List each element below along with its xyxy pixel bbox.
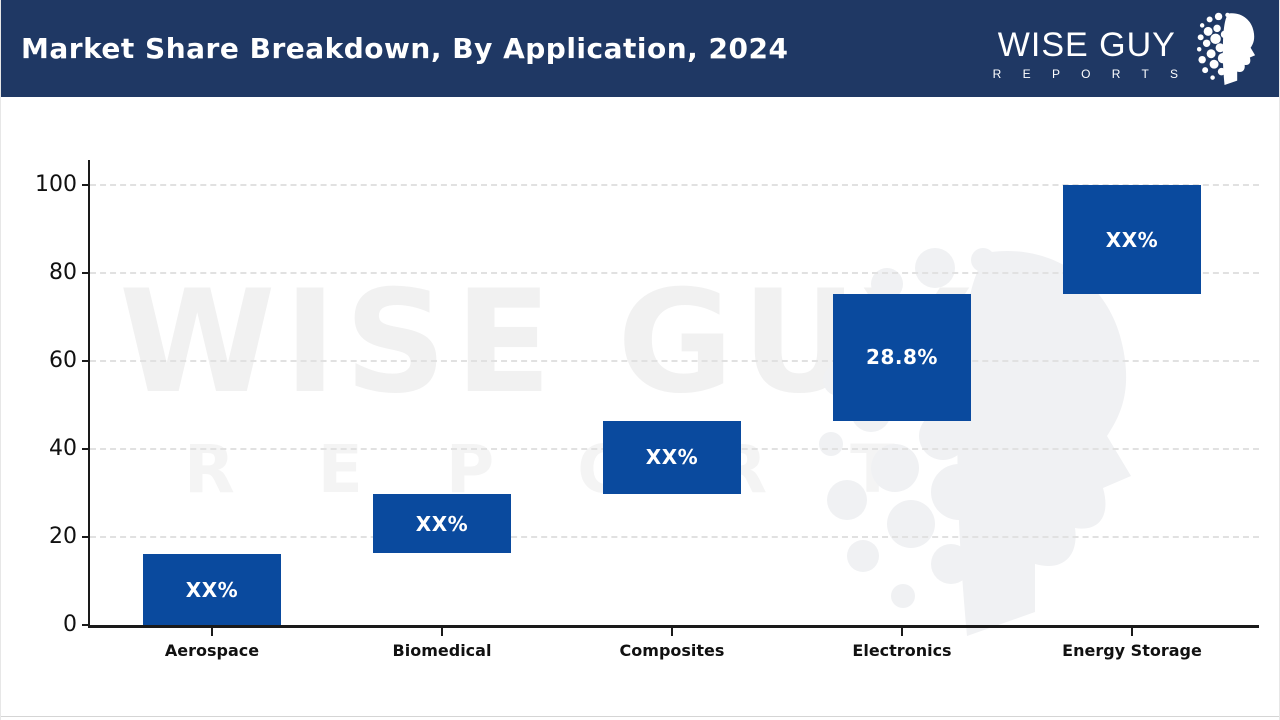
brand-logo: WISE GUY R E P O R T S <box>987 8 1267 92</box>
bar-biomedical: XX% <box>373 493 511 554</box>
bar-electronics: 28.8% <box>833 294 971 421</box>
y-tick-label-20: 20 <box>49 524 77 549</box>
watermark-text-line1: WISE GUY <box>119 260 976 425</box>
y-tick-20 <box>82 536 90 538</box>
x-tick-energy-storage <box>1131 628 1133 636</box>
y-tick-40 <box>82 448 90 450</box>
x-tick-label-energy-storage: Energy Storage <box>1062 641 1202 660</box>
x-tick-label-biomedical: Biomedical <box>392 641 492 660</box>
bar-value-label-aerospace: XX% <box>185 577 239 602</box>
bottom-divider <box>1 716 1279 717</box>
brand-subtitle: R E P O R T S <box>992 66 1187 81</box>
y-axis-line <box>88 160 90 628</box>
x-tick-label-aerospace: Aerospace <box>164 641 260 660</box>
y-tick-100 <box>82 184 90 186</box>
y-tick-label-0: 0 <box>63 612 77 637</box>
bar-aerospace: XX% <box>143 554 281 625</box>
x-tick-aerospace <box>211 628 213 636</box>
x-axis-line <box>88 625 1259 628</box>
bar-value-label-electronics: 28.8% <box>866 345 938 370</box>
bar-composites: XX% <box>603 420 741 494</box>
bar-value-label-biomedical: XX% <box>415 511 469 536</box>
x-tick-label-electronics: Electronics <box>852 641 952 660</box>
bar-energy-storage: XX% <box>1063 185 1201 295</box>
y-tick-label-100: 100 <box>35 172 77 197</box>
brand-face-icon <box>1191 9 1267 91</box>
gridline-60 <box>90 360 1259 362</box>
brand-logo-text: WISE GUY R E P O R T S <box>987 26 1187 81</box>
x-tick-label-composites: Composites <box>619 641 725 660</box>
header-bar: Market Share Breakdown, By Application, … <box>1 0 1279 97</box>
y-tick-60 <box>82 360 90 362</box>
gridline-100 <box>90 184 1259 186</box>
x-tick-composites <box>671 628 673 636</box>
y-tick-0 <box>82 624 90 626</box>
y-tick-label-80: 80 <box>49 260 77 285</box>
y-tick-80 <box>82 272 90 274</box>
page-title: Market Share Breakdown, By Application, … <box>21 32 789 65</box>
y-tick-label-60: 60 <box>49 348 77 373</box>
x-tick-biomedical <box>441 628 443 636</box>
bar-value-label-energy-storage: XX% <box>1105 227 1159 252</box>
y-tick-label-40: 40 <box>49 436 77 461</box>
gridline-20 <box>90 536 1259 538</box>
brand-name: WISE GUY <box>997 25 1176 64</box>
x-tick-electronics <box>901 628 903 636</box>
gridline-80 <box>90 272 1259 274</box>
bar-value-label-composites: XX% <box>645 445 699 470</box>
